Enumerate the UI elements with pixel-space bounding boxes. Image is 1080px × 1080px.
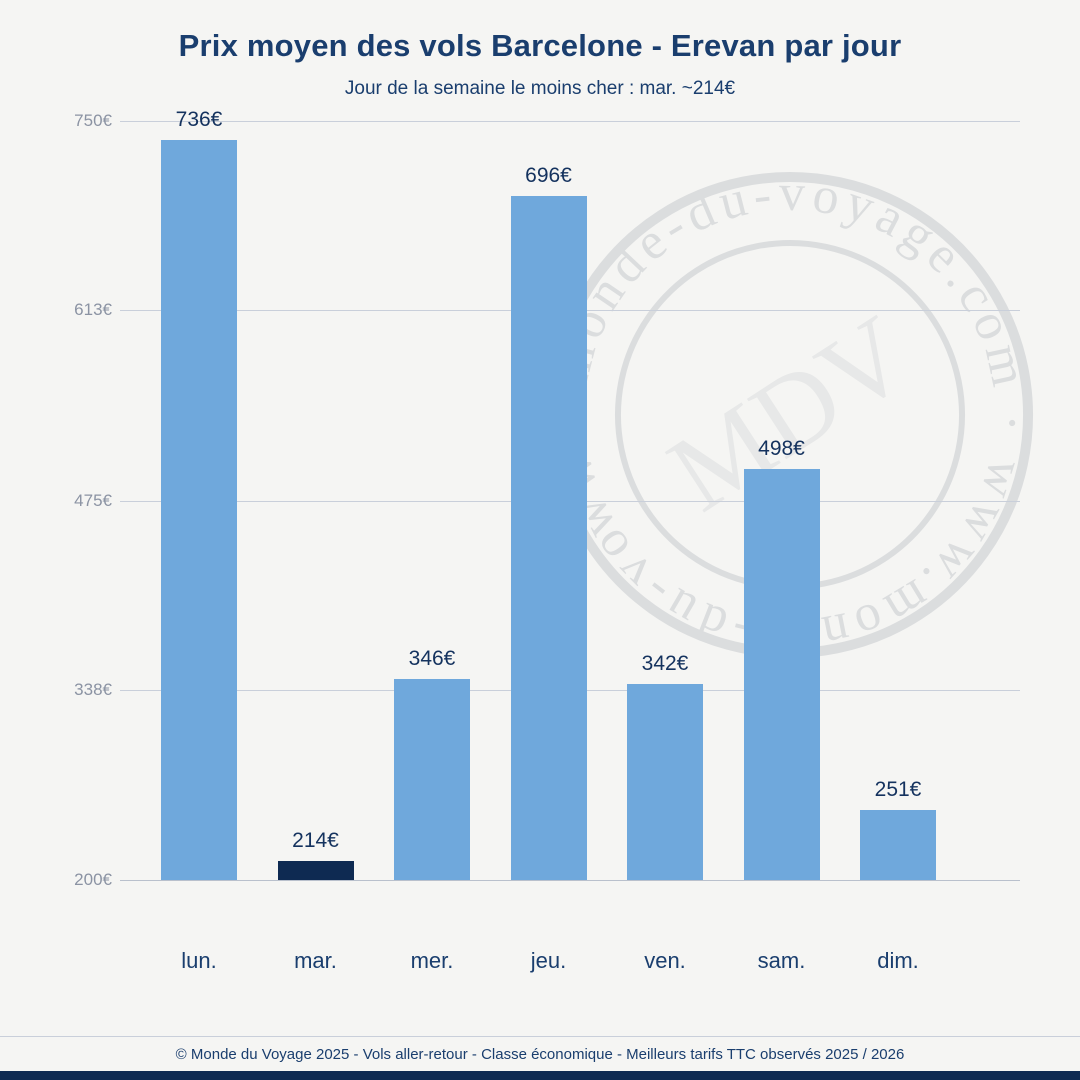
bar-dim	[860, 809, 936, 880]
xaxis-label-lun: lun.	[181, 948, 217, 973]
value-label-jeu: 696€	[525, 163, 572, 187]
bar-jeu	[510, 195, 587, 880]
bar-mer	[394, 678, 470, 880]
xaxis-label-jeu: jeu.	[530, 948, 567, 973]
ytick-label-750: 750€	[74, 111, 112, 130]
footer-accent-bar	[0, 1071, 1080, 1080]
ytick-label-613: 613€	[74, 300, 112, 320]
chart-subtitle: Jour de la semaine le moins cher : mar. …	[344, 78, 736, 99]
xaxis-label-ven: ven.	[644, 948, 686, 973]
ytick-label-475: 475€	[74, 490, 112, 510]
xaxis-label-dim: dim.	[877, 948, 919, 973]
xaxis-label-sam: sam.	[757, 948, 806, 973]
value-label-mar: 214€	[292, 828, 339, 852]
xaxis-label-mer: mer.	[410, 948, 454, 973]
bar-ven	[627, 684, 703, 880]
value-label-sam: 498€	[758, 436, 805, 460]
footer-divider	[0, 1036, 1080, 1037]
bar-lun	[161, 140, 237, 880]
value-label-lun: 736€	[175, 108, 223, 132]
gridline-750	[120, 121, 1020, 122]
xaxis-label-mar: mar.	[294, 948, 337, 973]
value-label-dim: 251€	[874, 777, 922, 801]
ytick-label-200: 200€	[74, 870, 112, 889]
ytick-label-338: 338€	[74, 679, 112, 699]
value-label-ven: 342€	[641, 652, 689, 676]
bar-mar	[277, 860, 354, 880]
footer-credit: © Monde du Voyage 2025 - Vols aller-reto…	[175, 1046, 905, 1063]
chart-title: Prix moyen des vols Barcelone - Erevan p…	[178, 28, 902, 63]
gridline-200	[120, 880, 1020, 881]
value-label-mer: 346€	[408, 646, 456, 670]
bar-sam	[743, 468, 820, 880]
